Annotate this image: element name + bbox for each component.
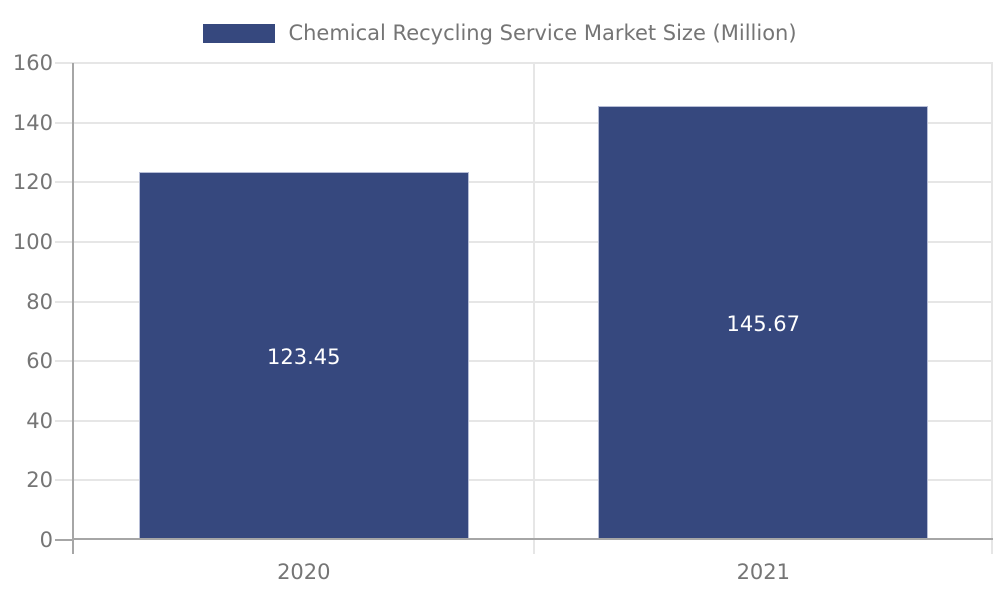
y-axis-tick-label: 0 [39, 528, 53, 552]
legend-swatch [203, 23, 276, 43]
y-axis-tick-label: 120 [12, 170, 53, 195]
y-axis-tick-100 [55, 240, 74, 243]
x-axis-tick-1 [532, 540, 535, 554]
y-axis-tick-label: 100 [12, 229, 53, 254]
y-axis-line [72, 63, 74, 554]
plot-area: 123.45 145.67 [74, 62, 993, 540]
bar-2021[interactable]: 145.67 [598, 105, 929, 540]
bar-value-label: 123.45 [267, 345, 341, 369]
y-axis-tick-label: 140 [12, 110, 53, 135]
y-axis-tick-140 [55, 121, 74, 124]
x-axis-line [72, 538, 993, 540]
y-axis-tick-label: 40 [26, 408, 53, 433]
y-axis-tick-80 [55, 300, 74, 303]
y-axis-tick-label: 20 [26, 468, 53, 493]
gridline-x-boundary-1 [532, 63, 535, 540]
y-axis-tick-0 [55, 539, 74, 541]
x-axis-tick-label: 2021 [736, 560, 791, 584]
bar-value-label: 145.67 [726, 311, 801, 336]
y-axis-tick-160 [55, 62, 74, 64]
x-axis-tick-label: 2020 [277, 560, 331, 584]
y-axis-tick-label: 60 [26, 349, 53, 374]
y-axis-tick-40 [55, 419, 74, 422]
y-axis-tick-label: 80 [26, 289, 53, 314]
plot-right-border [991, 63, 993, 554]
legend[interactable]: Chemical Recycling Service Market Size (… [0, 19, 1000, 47]
y-axis-tick-60 [55, 360, 74, 363]
y-axis-tick-20 [55, 479, 74, 482]
y-axis-tick-label: 160 [12, 51, 53, 75]
y-axis-tick-120 [55, 181, 74, 184]
bar-2020[interactable]: 123.45 [138, 172, 469, 540]
legend-label: Chemical Recycling Service Market Size (… [288, 21, 797, 45]
